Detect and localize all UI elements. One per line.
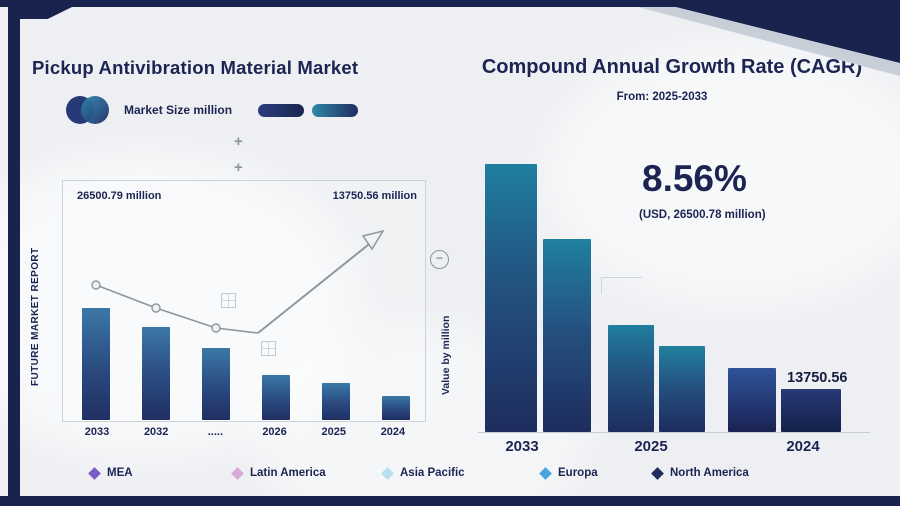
left-chart-start-value: 26500.79 million [77, 190, 162, 202]
left-bar-slot [381, 396, 411, 420]
pill-secondary [312, 103, 359, 117]
top-border-bar [0, 0, 900, 7]
left-x-label: 2033 [84, 426, 110, 438]
bar-2033-b [543, 239, 591, 432]
right-chart-title: Compound Annual Growth Rate (CAGR) [481, 56, 863, 78]
legend-diamond-icon [539, 466, 552, 480]
right-x-label: 2025 [634, 438, 668, 455]
left-chart-frame: 26500.79 million 13750.56 million [62, 180, 426, 422]
pie-legend-icon [66, 94, 112, 126]
legend-item-north-america: North America [651, 466, 749, 480]
left-chart-title: Pickup Antivibration Material Market [32, 57, 359, 78]
legend-label: MEA [107, 467, 133, 479]
plus-icon: + [234, 133, 243, 150]
legend-item-europa: Europa [539, 466, 598, 480]
left-x-label: 2026 [262, 426, 287, 438]
bar-2024-a [728, 368, 776, 432]
bar-2025-a [608, 325, 654, 432]
bar-2033 [82, 308, 110, 420]
bar-2025 [322, 383, 350, 420]
legend-label-market-size: Market Size million [124, 103, 233, 117]
pie-legend-icon-circle [81, 96, 109, 124]
left-bar-slot [141, 327, 171, 420]
bar-2033-a [485, 164, 537, 432]
left-chart-end-value: 13750.56 million [332, 190, 417, 202]
background-blob [0, 150, 360, 460]
left-accent-bar [8, 7, 20, 496]
legend-label: Europa [558, 467, 598, 479]
legend-pills [258, 103, 359, 117]
bar-2025-b [659, 346, 705, 432]
left-x-label: 2024 [380, 426, 406, 438]
right-x-label: 2033 [505, 438, 539, 455]
value-callout: 13750.56 [787, 370, 848, 386]
window-ghost-icon [261, 341, 276, 356]
background-blob [540, 40, 900, 310]
legend-item-asia-pacific: Asia Pacific [381, 466, 465, 480]
legend-diamond-icon [651, 466, 664, 480]
left-x-axis-labels: 2033 2032..... 2026 2025 2024 [80, 426, 410, 438]
legend-item-latin-america: Latin America [231, 466, 326, 480]
left-bar-slot [321, 383, 351, 420]
left-bar-slot [81, 308, 111, 420]
left-bar-slot [261, 375, 291, 420]
minus-circle-icon: − [430, 250, 449, 269]
legend-item-mea: MEA [88, 466, 133, 480]
bar-2024-b [781, 389, 841, 432]
legend-label: North America [670, 467, 749, 479]
left-bar-slot [201, 348, 231, 420]
right-x-label: 2024 [786, 438, 820, 455]
trend-arrow-overlay [91, 229, 385, 334]
legend-diamond-icon [88, 466, 101, 480]
left-x-label: 2032 [143, 426, 169, 438]
cagr-value: 8.56% [642, 158, 747, 199]
legend-label: Asia Pacific [400, 467, 465, 479]
legend-diamond-icon [381, 466, 394, 480]
window-ghost-icon [221, 293, 236, 308]
left-chart-legend: Market Size million [66, 94, 359, 126]
bar-2032 [142, 327, 170, 420]
bracket-decor [601, 277, 642, 294]
bar-..... [202, 348, 230, 420]
legend-label: Latin America [250, 467, 326, 479]
left-bars-area [81, 295, 411, 420]
bar-2026 [262, 375, 290, 420]
bar-2024 [382, 396, 410, 420]
pill-primary [258, 103, 305, 117]
plus-icon: + [234, 159, 243, 176]
bottom-border-bar [0, 496, 900, 506]
right-bars-area [478, 158, 870, 433]
legend-diamond-icon [231, 466, 244, 480]
right-y-axis-label: Value by million [440, 315, 452, 395]
left-x-label: ..... [207, 426, 224, 438]
cagr-detail: (USD, 26500.78 million) [639, 209, 766, 221]
left-x-label: 2025 [321, 426, 346, 438]
right-x-axis-labels: 2033 2025 2024 [478, 438, 870, 462]
left-y-axis-label: FUTURE MARKET REPORT [30, 247, 41, 387]
corner-chip [18, 7, 72, 19]
right-chart-subtitle: From: 2025-2033 [616, 91, 708, 103]
